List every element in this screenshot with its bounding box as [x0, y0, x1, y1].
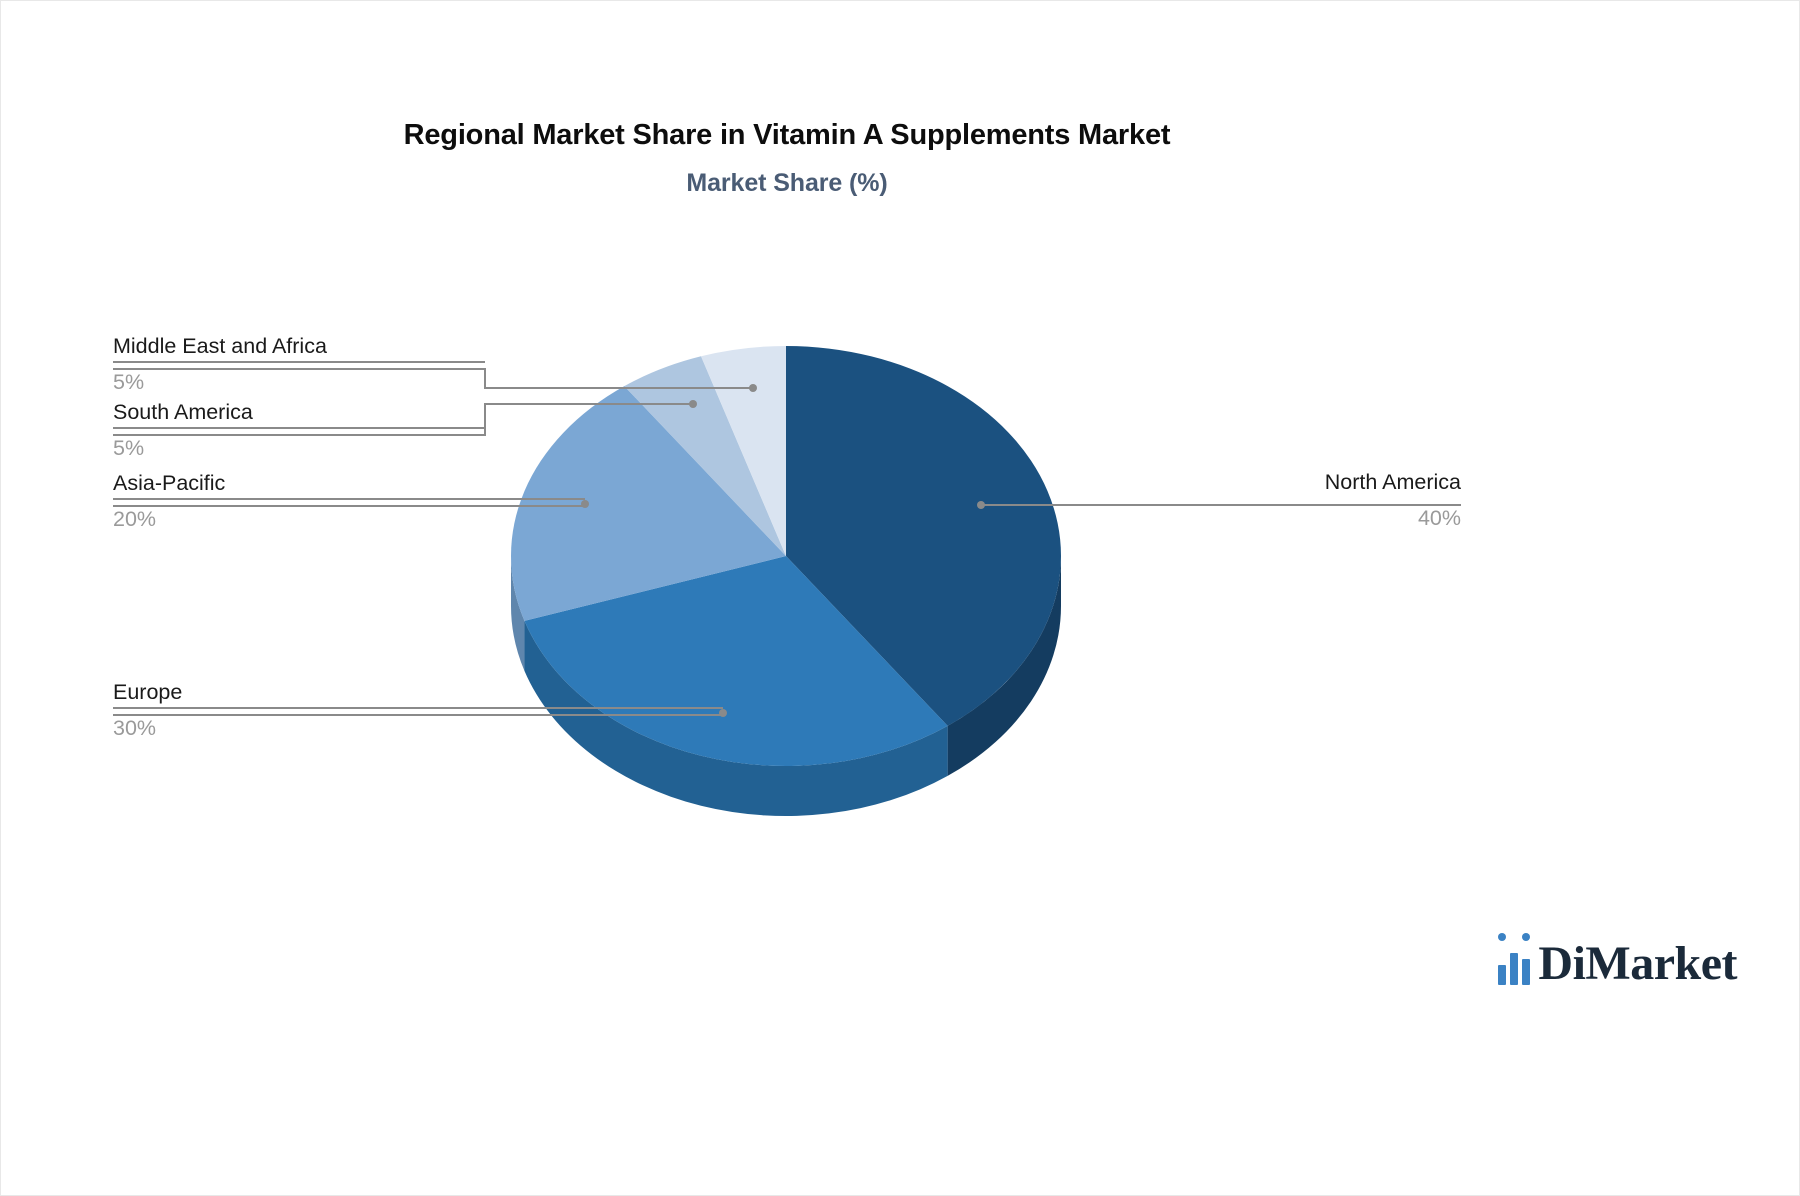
pie-slice-south-america[interactable] [624, 356, 786, 556]
callout-value-europe: 30% [113, 716, 157, 740]
pie-slice-north-america[interactable] [786, 346, 1061, 726]
chart-title: Regional Market Share in Vitamin A Suppl… [403, 119, 1171, 151]
callout-category-asia-pacific: Asia-Pacific [113, 471, 226, 495]
brand-wordmark: DiMarket [1538, 937, 1737, 990]
callout-rule-europe [113, 707, 723, 709]
pie-slice-middle-east-and-africa[interactable] [701, 346, 786, 556]
leader-dot-north-america [977, 501, 985, 509]
callout-value-middle-east-and-africa: 5% [113, 370, 145, 394]
callout-middle-east-and-africa[interactable]: Middle East and Africa 5% [113, 331, 485, 397]
leader-dot-middle-east-and-africa [749, 384, 757, 392]
leader-line-south-america [113, 403, 693, 436]
bar-chart-icon-bar-1 [1498, 965, 1507, 985]
bar-chart-icon-dot-3 [1522, 933, 1531, 941]
callout-category-europe: Europe [113, 680, 183, 704]
callout-europe[interactable]: Europe 30% [113, 677, 723, 743]
callout-south-america[interactable]: South America 5% [113, 397, 485, 463]
leader-lines [113, 368, 1461, 717]
pie-depth-europe [524, 620, 948, 817]
callout-value-north-america: 40% [1417, 506, 1461, 530]
pie-slice-europe[interactable] [524, 556, 948, 766]
callout-value-asia-pacific: 20% [113, 507, 157, 531]
callout-asia-pacific[interactable]: Asia-Pacific 20% [113, 468, 585, 534]
callout-rule-south-america [113, 427, 485, 429]
brand-logo: DiMarket [1498, 933, 1737, 990]
leader-dot-south-america [689, 400, 697, 408]
pie-depth-asia-pacific [511, 556, 525, 671]
bar-chart-icon [1498, 933, 1531, 985]
bar-chart-icon-bar-2 [1510, 953, 1519, 985]
pie-top-face [511, 346, 1061, 766]
pie-depth-north-america [947, 556, 1061, 776]
callout-category-middle-east-and-africa: Middle East and Africa [113, 334, 327, 358]
callout-value-south-america: 5% [113, 436, 145, 460]
callout-rule-middle-east-and-africa [113, 361, 485, 363]
callout-rule-asia-pacific [113, 498, 585, 500]
callout-category-north-america: North America [1324, 470, 1461, 494]
bar-chart-icon-bar-3 [1522, 959, 1531, 985]
leader-dot-asia-pacific [581, 500, 589, 508]
pie-depth [511, 556, 1061, 817]
callout-category-south-america: South America [113, 400, 253, 424]
leader-dot-europe [719, 709, 727, 717]
callout-north-america[interactable]: North America 40% [1161, 467, 1461, 533]
chart-subtitle: Market Share (%) [686, 169, 888, 197]
pie-slice-asia-pacific[interactable] [511, 386, 786, 621]
bar-chart-icon-dot-1 [1498, 933, 1507, 941]
leader-line-middle-east-and-africa [113, 368, 753, 389]
